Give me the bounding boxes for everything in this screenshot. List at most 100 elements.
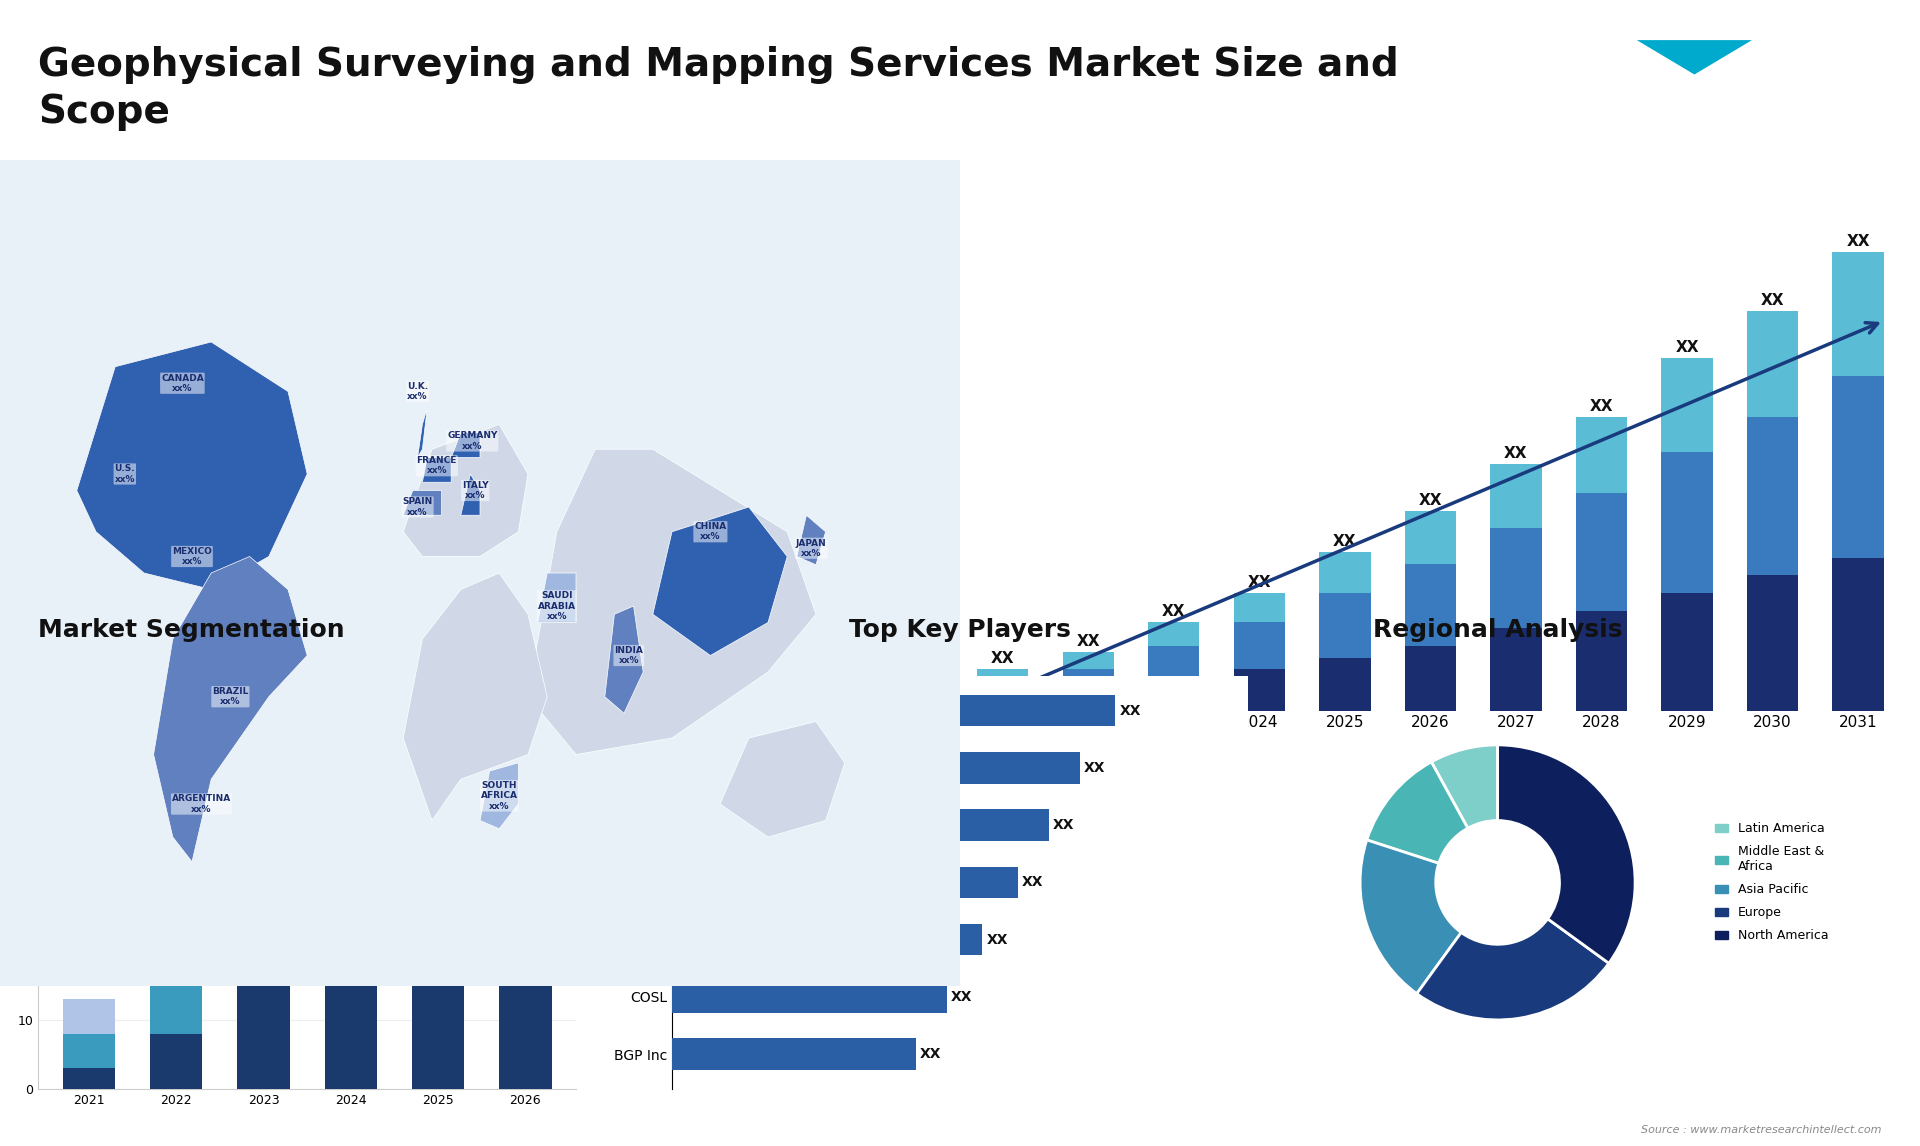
Bar (1405, 646, 1455, 711)
Polygon shape (480, 763, 518, 829)
Wedge shape (1367, 762, 1467, 863)
Bar (1319, 552, 1371, 592)
Text: XX: XX (1162, 604, 1185, 620)
Bar (977, 699, 1029, 711)
Bar (977, 681, 1029, 699)
Bar (1235, 592, 1284, 622)
Text: U.S.
xx%: U.S. xx% (115, 464, 134, 484)
Text: XX: XX (1077, 634, 1100, 649)
Bar (1319, 592, 1371, 658)
Text: MEXICO
xx%: MEXICO xx% (173, 547, 211, 566)
Wedge shape (1498, 745, 1636, 964)
Bar (238, 986, 290, 1089)
Polygon shape (419, 408, 426, 457)
Text: XX: XX (1503, 446, 1528, 461)
Text: XX: XX (950, 990, 973, 1004)
Text: XX: XX (1847, 234, 1870, 249)
Text: Top Key Players: Top Key Players (849, 618, 1071, 642)
Bar (977, 669, 1029, 681)
Bar (499, 766, 551, 924)
Bar (1576, 611, 1626, 711)
Polygon shape (1636, 40, 1751, 74)
Bar (324, 814, 376, 869)
Bar (1148, 681, 1200, 711)
Bar (1062, 693, 1114, 711)
Text: CANADA
xx%: CANADA xx% (161, 374, 204, 393)
Polygon shape (538, 573, 576, 622)
Bar (1747, 417, 1799, 575)
Polygon shape (403, 573, 547, 821)
Bar (1490, 464, 1542, 528)
Bar (1576, 493, 1626, 611)
Text: JAPAN
xx%: JAPAN xx% (795, 539, 828, 558)
Text: XX: XX (1052, 818, 1075, 832)
Text: XX: XX (1085, 761, 1106, 775)
Text: SPAIN
xx%: SPAIN xx% (403, 497, 432, 517)
Polygon shape (77, 342, 307, 589)
Wedge shape (1417, 919, 1609, 1020)
Bar (1405, 564, 1455, 646)
Bar (1148, 622, 1200, 646)
Text: MARKET
RESEARCH
INTELLECT: MARKET RESEARCH INTELLECT (1709, 46, 1766, 80)
Bar (324, 869, 376, 965)
Bar (1235, 622, 1284, 669)
Bar (1832, 252, 1884, 376)
Text: XX: XX (987, 933, 1008, 947)
Text: GERMANY
xx%: GERMANY xx% (447, 431, 497, 450)
Bar (672, 694, 1116, 727)
Text: XX: XX (920, 1047, 941, 1061)
Bar (150, 1034, 202, 1089)
Polygon shape (403, 424, 528, 557)
Bar (499, 704, 551, 766)
Polygon shape (528, 449, 816, 754)
Bar (1832, 558, 1884, 711)
Text: U.K.
xx%: U.K. xx% (407, 382, 428, 401)
Bar (672, 752, 1079, 784)
Bar (63, 1068, 115, 1089)
Bar (672, 1038, 916, 1070)
Bar (672, 981, 947, 1013)
Text: Regional Analysis: Regional Analysis (1373, 618, 1622, 642)
Polygon shape (422, 457, 451, 482)
Polygon shape (720, 722, 845, 837)
Text: FRANCE
xx%: FRANCE xx% (417, 456, 457, 476)
Bar (1661, 592, 1713, 711)
Bar (1661, 452, 1713, 592)
Text: Market Segmentation: Market Segmentation (38, 618, 346, 642)
Bar (672, 809, 1048, 841)
Text: ITALY
xx%: ITALY xx% (463, 481, 488, 500)
Legend: Type, Application, Geography: Type, Application, Geography (593, 683, 697, 745)
Bar (413, 937, 465, 1089)
Bar (1747, 575, 1799, 711)
Polygon shape (451, 433, 480, 457)
Text: INDIA
xx%: INDIA xx% (614, 646, 643, 665)
Bar (672, 866, 1018, 898)
Text: Source : www.marketresearchintellect.com: Source : www.marketresearchintellect.com (1642, 1124, 1882, 1135)
Text: XX: XX (991, 651, 1014, 667)
Text: XX: XX (1248, 575, 1271, 590)
Bar (1576, 417, 1626, 493)
Bar (1062, 652, 1114, 669)
Wedge shape (1359, 840, 1461, 994)
Bar (1832, 376, 1884, 558)
Bar (672, 924, 983, 956)
Text: XX: XX (1676, 340, 1699, 355)
Text: SOUTH
AFRICA
xx%: SOUTH AFRICA xx% (480, 780, 518, 810)
Text: XX: XX (1761, 293, 1784, 308)
Polygon shape (461, 474, 480, 516)
Bar (150, 951, 202, 979)
Bar (1148, 646, 1200, 681)
Text: Geophysical Surveying and Mapping Services Market Size and
Scope: Geophysical Surveying and Mapping Servic… (38, 46, 1400, 131)
Bar (1747, 311, 1799, 417)
Text: XX: XX (1332, 534, 1357, 549)
Text: SAUDI
ARABIA
xx%: SAUDI ARABIA xx% (538, 591, 576, 621)
Text: XX: XX (1419, 493, 1442, 508)
Text: ARGENTINA
xx%: ARGENTINA xx% (173, 794, 230, 814)
Text: XX: XX (1021, 876, 1044, 889)
Bar (324, 965, 376, 1089)
Bar (1405, 511, 1455, 564)
Bar (1661, 358, 1713, 452)
Bar (1319, 658, 1371, 711)
Bar (1062, 669, 1114, 693)
Bar (63, 1034, 115, 1068)
